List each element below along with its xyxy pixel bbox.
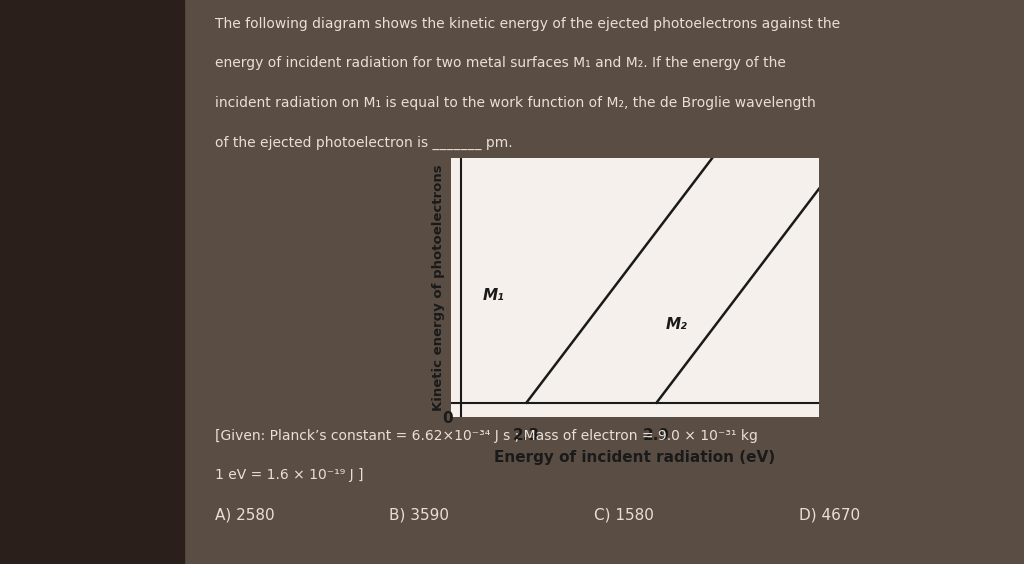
Text: A) 2580: A) 2580	[215, 508, 274, 523]
Text: incident radiation on M₁ is equal to the work function of M₂, the de Broglie wav: incident radiation on M₁ is equal to the…	[215, 96, 816, 110]
Text: energy of incident radiation for two metal surfaces M₁ and M₂. If the energy of : energy of incident radiation for two met…	[215, 56, 785, 70]
Text: 0: 0	[442, 411, 453, 426]
Y-axis label: Kinetic energy of photoelectrons: Kinetic energy of photoelectrons	[432, 164, 445, 411]
Text: of the ejected photoelectron is _______ pm.: of the ejected photoelectron is _______ …	[215, 135, 513, 149]
Text: [Given: Planck’s constant = 6.62×10⁻³⁴ J s ; Mass of electron = 9.0 × 10⁻³¹ kg: [Given: Planck’s constant = 6.62×10⁻³⁴ J…	[215, 429, 758, 443]
Text: B) 3590: B) 3590	[389, 508, 450, 523]
Text: D) 4670: D) 4670	[799, 508, 860, 523]
Text: 1 eV = 1.6 × 10⁻¹⁹ J ]: 1 eV = 1.6 × 10⁻¹⁹ J ]	[215, 468, 364, 482]
Text: M₂: M₂	[666, 317, 687, 332]
Text: M₁: M₁	[483, 288, 505, 303]
X-axis label: Energy of incident radiation (eV): Energy of incident radiation (eV)	[495, 450, 775, 465]
Text: C) 1580: C) 1580	[594, 508, 653, 523]
Text: The following diagram shows the kinetic energy of the ejected photoelectrons aga: The following diagram shows the kinetic …	[215, 17, 840, 31]
